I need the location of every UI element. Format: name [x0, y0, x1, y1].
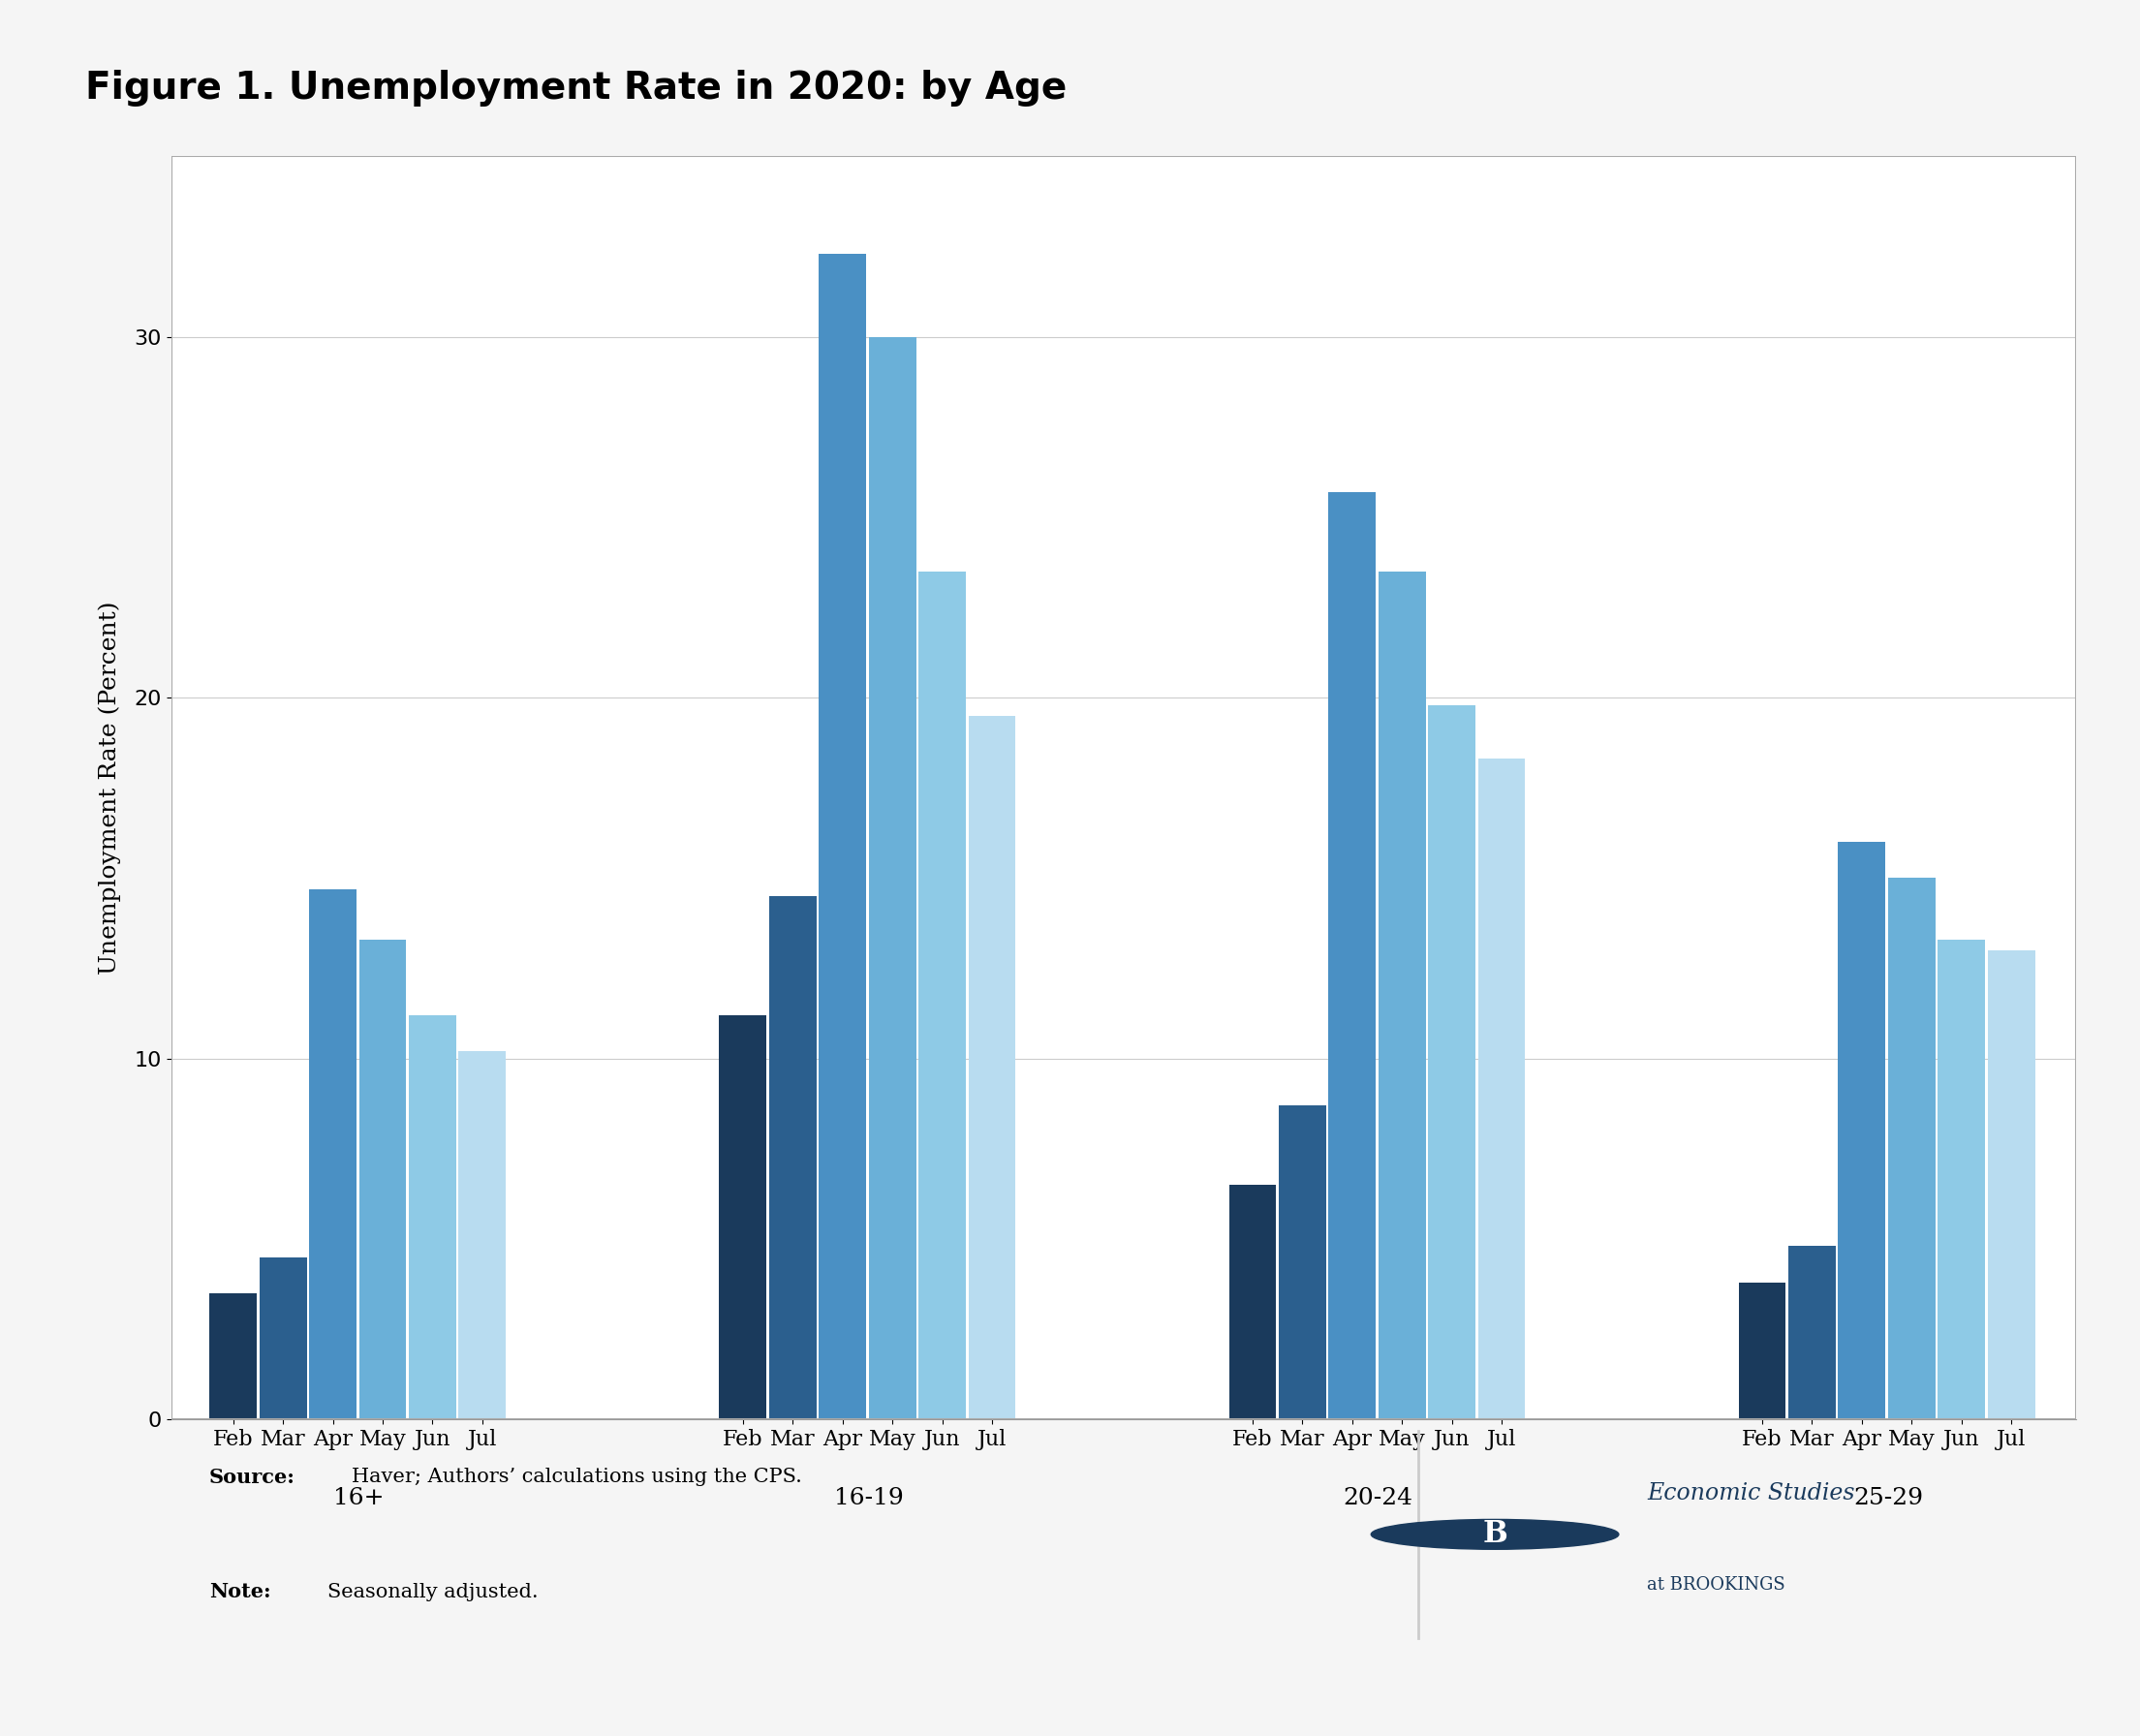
Text: Note:: Note: [210, 1581, 272, 1602]
Bar [1329, 491, 1376, 1420]
Text: Figure 1. Unemployment Rate in 2020: by Age: Figure 1. Unemployment Rate in 2020: by … [86, 69, 1068, 106]
Bar [820, 253, 867, 1420]
Text: Haver; Authors’ calculations using the CPS.: Haver; Authors’ calculations using the C… [353, 1467, 802, 1486]
Text: 25-29: 25-29 [1853, 1486, 1924, 1509]
Bar [719, 1016, 766, 1420]
Bar [1427, 705, 1474, 1420]
Bar [409, 1016, 456, 1420]
Text: Economic Studies: Economic Studies [1648, 1483, 1855, 1503]
Text: 16-19: 16-19 [835, 1486, 903, 1509]
Bar [1280, 1106, 1327, 1420]
Text: 20-24: 20-24 [1344, 1486, 1412, 1509]
Bar [171, 156, 2076, 1420]
Bar [1378, 571, 1425, 1420]
Text: Source:: Source: [210, 1467, 295, 1486]
Bar [1939, 939, 1986, 1420]
Bar [918, 571, 965, 1420]
Bar [1228, 1186, 1275, 1420]
Bar [1789, 1246, 1836, 1420]
Bar [1887, 878, 1935, 1420]
Bar [869, 337, 916, 1420]
Bar [308, 889, 357, 1420]
Bar [458, 1052, 505, 1420]
Y-axis label: Unemployment Rate (Percent): Unemployment Rate (Percent) [98, 601, 120, 974]
Bar [1838, 842, 1885, 1420]
Bar [360, 939, 407, 1420]
Bar [1738, 1283, 1787, 1420]
Text: 16+: 16+ [334, 1486, 385, 1509]
Text: B: B [1483, 1519, 1507, 1549]
Text: at BROOKINGS: at BROOKINGS [1648, 1576, 1785, 1594]
Text: Seasonally adjusted.: Seasonally adjusted. [327, 1583, 537, 1601]
Bar [259, 1257, 306, 1420]
Circle shape [1372, 1519, 1618, 1549]
Bar [768, 896, 815, 1420]
Bar [1988, 950, 2035, 1420]
Bar [1479, 759, 1526, 1420]
Bar [967, 715, 1017, 1420]
Bar [210, 1293, 257, 1420]
